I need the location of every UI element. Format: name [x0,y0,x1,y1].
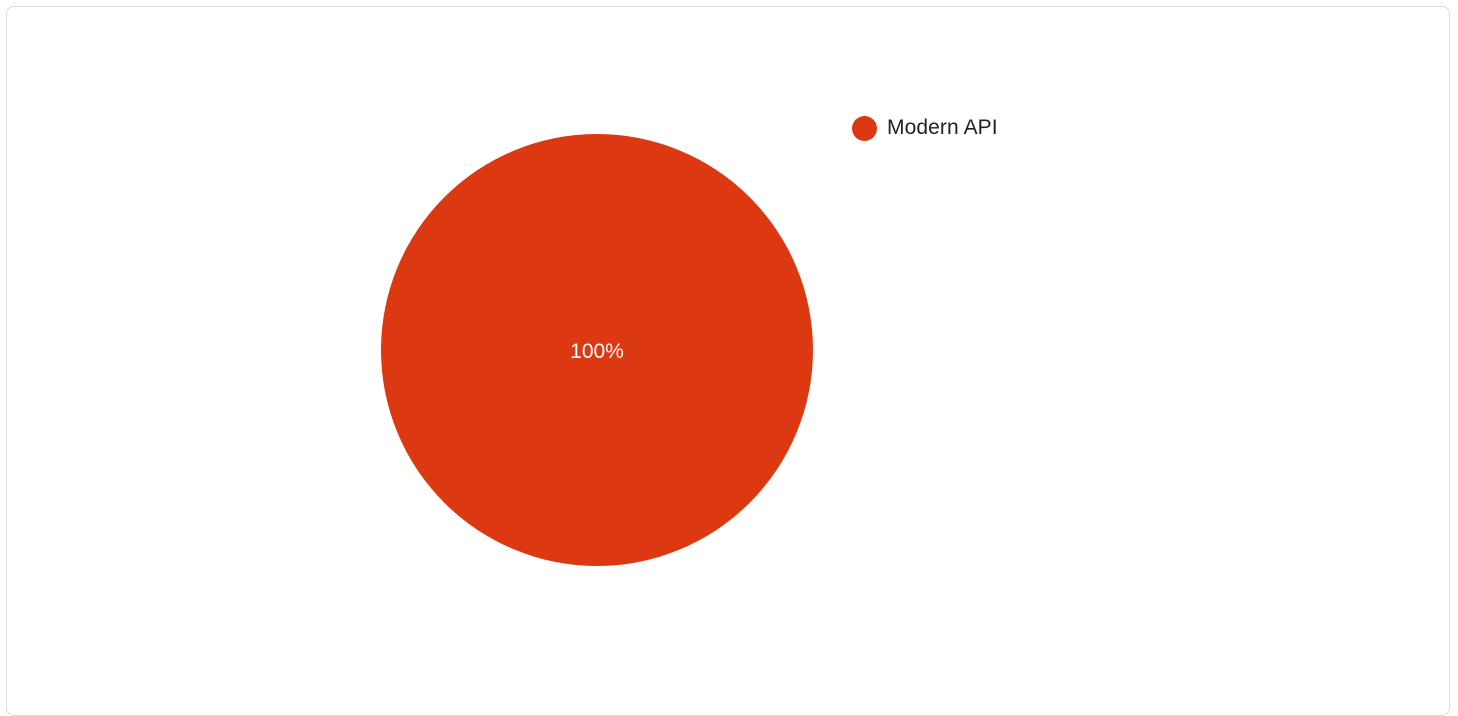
legend-item[interactable]: Modern API [852,115,998,141]
legend-label: Modern API [887,116,998,139]
chart-legend: Modern API [852,115,998,141]
pie-slice[interactable] [381,134,813,566]
legend-swatch [852,115,877,141]
pie-slice-label: 100% [570,340,624,363]
